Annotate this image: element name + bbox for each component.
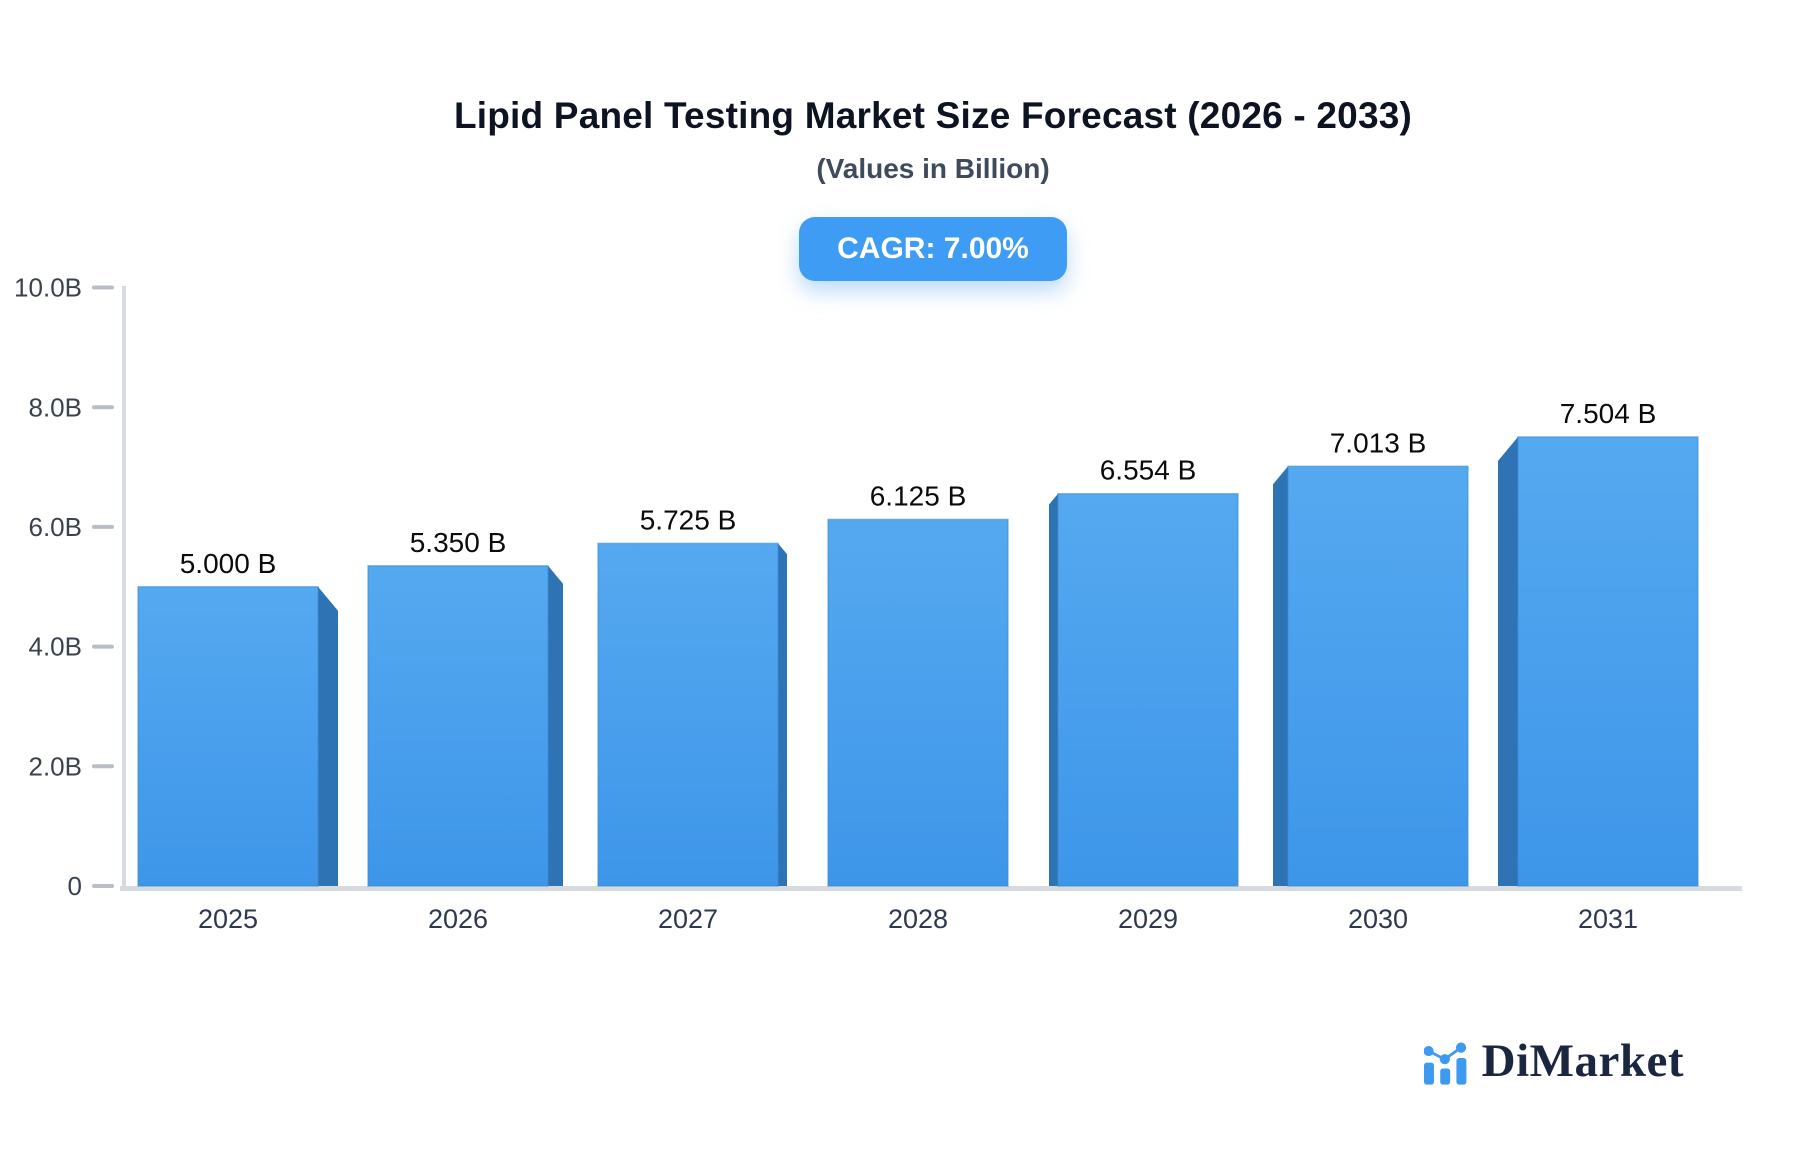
bar-2025: [137, 586, 319, 887]
y-tick-label: 10.0B: [14, 273, 82, 303]
brand-logo: DiMarket: [1423, 1035, 1684, 1087]
bar-value-label: 7.013 B: [1330, 427, 1427, 458]
bar-side-facet-2027: [778, 543, 787, 886]
y-tick-label: 8.0B: [29, 392, 83, 422]
bar-side-facet-2025: [318, 586, 338, 886]
x-axis-label: 2026: [428, 904, 488, 934]
bar-value-label: 6.125 B: [870, 480, 967, 511]
chart-subtitle: (Values in Billion): [816, 153, 1050, 184]
bar-value-label: 5.350 B: [410, 527, 507, 558]
bar-value-label: 7.504 B: [1560, 398, 1657, 429]
x-axis-label: 2025: [198, 904, 258, 934]
bar-chart-logo-icon: [1423, 1042, 1467, 1085]
cagr-badge: CAGR: 7.00%: [799, 217, 1067, 281]
chart-header: Lipid Panel Testing Market Size Forecast…: [66, 95, 1800, 281]
x-axis-label: 2031: [1578, 904, 1638, 934]
bar-2026: [367, 565, 549, 887]
y-tick-label: 2.0B: [29, 751, 83, 781]
brand-logo-text: DiMarket: [1481, 1035, 1684, 1087]
x-axis-line: [120, 886, 1742, 891]
x-axis-label: 2030: [1348, 904, 1408, 934]
x-axis-label: 2029: [1118, 904, 1178, 934]
y-tick-label: 0: [68, 871, 82, 901]
bar-side-facet-2030: [1273, 466, 1288, 886]
bar-2030: [1287, 465, 1469, 887]
bar-side-facet-2031: [1498, 436, 1518, 886]
bar-2027: [597, 542, 779, 887]
y-axis-line: [122, 286, 126, 890]
bar-2028: [827, 518, 1009, 887]
x-axis-label: 2028: [888, 904, 948, 934]
bar-2031: [1517, 436, 1699, 887]
bar-side-facet-2026: [548, 565, 563, 886]
bar-value-label: 5.000 B: [180, 548, 277, 579]
bar-value-label: 5.725 B: [640, 504, 737, 535]
bar-2029: [1057, 492, 1239, 887]
x-axis-label: 2027: [658, 904, 718, 934]
y-tick-label: 4.0B: [29, 632, 83, 662]
y-tick-label: 6.0B: [29, 512, 83, 542]
chart-title: Lipid Panel Testing Market Size Forecast…: [453, 95, 1413, 136]
bar-value-label: 6.554 B: [1100, 455, 1197, 486]
bar-side-facet-2029: [1049, 493, 1058, 886]
